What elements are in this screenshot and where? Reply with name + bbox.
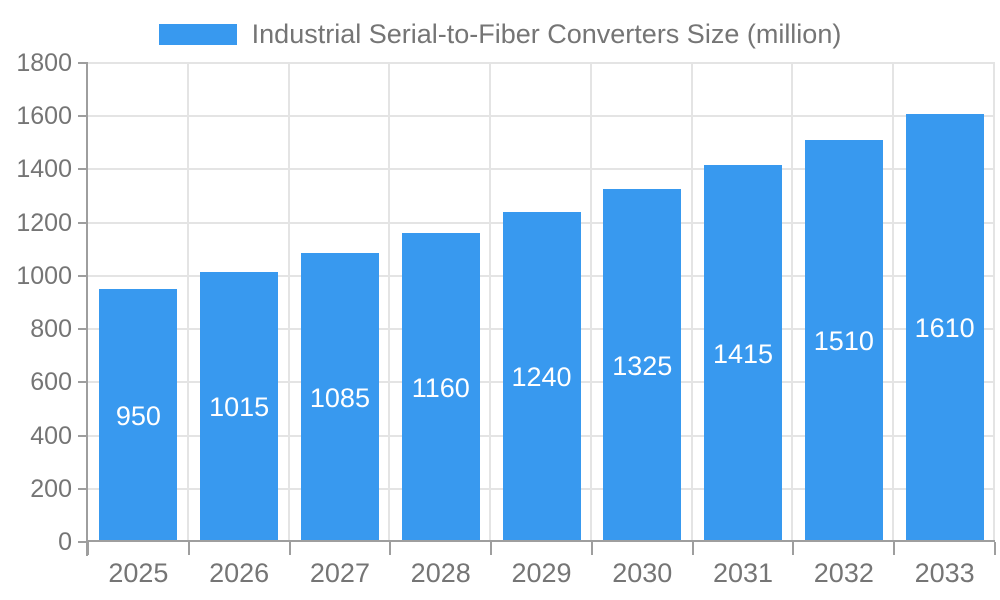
x-axis-line [88,540,995,542]
x-tick-label: 2029 [511,558,572,588]
plot-area: 950 1015 1085 1160 1240 1325 1415 1510 1610 [88,62,995,542]
legend: Industrial Serial-to-Fiber Converters Si… [0,21,1000,48]
bar-value-label: 1325 [612,350,673,381]
x-tick-label: 2025 [108,558,169,588]
x-tick-label: 2030 [612,558,673,588]
bar-value-label: 950 [115,400,161,431]
bar-value-label: 1415 [713,338,774,369]
bar[interactable] [804,140,883,542]
x-tick-label: 2026 [209,558,270,588]
bar[interactable] [704,165,783,542]
gridline-h [88,168,995,171]
y-axis-line [86,63,88,556]
x-tick [288,542,291,555]
x-tick [590,542,593,555]
legend-item[interactable]: Industrial Serial-to-Fiber Converters Si… [158,19,842,49]
bar[interactable] [401,233,480,542]
gridline-v [993,63,995,542]
gridline-h [88,62,995,64]
gridline-v [791,63,794,542]
bar-value-label: 1610 [914,312,975,343]
bar[interactable] [502,212,581,542]
bar-value-label: 1085 [309,382,370,413]
x-tick [792,542,795,555]
bar-value-label: 1015 [209,391,270,422]
y-tick [78,328,88,331]
y-tick-label: 1000 [16,261,72,290]
x-tick-label: 2028 [410,558,471,588]
gridline-v [489,63,492,542]
y-tick [78,487,88,490]
y-tick-label: 0 [58,528,72,556]
x-tick [87,542,89,555]
bar[interactable] [603,189,682,542]
x-tick-label: 2032 [813,558,874,588]
y-tick-label: 1800 [16,49,72,77]
bar-value-label: 1510 [813,326,874,357]
bar[interactable] [200,271,279,542]
y-tick-label: 1600 [16,102,72,131]
x-tick-label: 2031 [713,558,774,588]
gridline-v [690,63,693,542]
gridline-v [388,63,391,542]
bar[interactable] [300,253,379,542]
x-tick [691,542,694,555]
y-tick-label: 800 [30,315,72,344]
x-tick-label: 2033 [914,558,975,588]
y-tick [78,381,88,384]
y-tick [78,62,88,64]
x-tick [490,542,493,555]
x-tick [187,542,190,555]
y-tick-label: 400 [30,421,72,450]
bar-value-label: 1240 [511,362,572,392]
y-tick [78,115,88,118]
legend-swatch-icon [158,24,237,45]
y-tick-label: 1200 [16,208,72,237]
y-tick [78,168,88,171]
y-tick [78,541,88,543]
y-tick [78,434,88,437]
y-tick [78,274,88,277]
y-tick-label: 600 [30,368,72,397]
legend-label: Industrial Serial-to-Fiber Converters Si… [251,19,842,49]
y-tick-label: 200 [30,474,72,503]
x-tick [389,542,392,555]
gridline-h [88,115,995,118]
x-tick [994,542,996,555]
x-tick-label: 2027 [309,558,370,588]
bar-value-label: 1160 [411,372,470,403]
y-tick-label: 1400 [16,155,72,184]
gridline-v [186,63,189,542]
y-tick [78,221,88,224]
gridline-v [287,63,290,542]
x-tick [893,542,896,555]
gridline-v [589,63,592,542]
bar[interactable] [99,289,178,542]
bar[interactable] [905,113,984,542]
gridline-v [892,63,895,542]
